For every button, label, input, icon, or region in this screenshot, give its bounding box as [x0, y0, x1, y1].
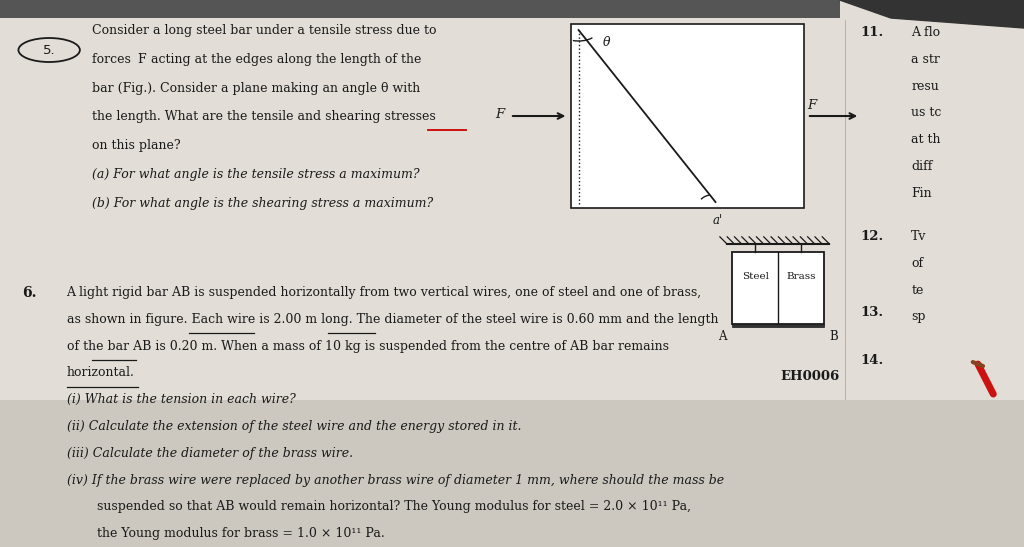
Text: us tc: us tc [911, 107, 942, 119]
Bar [732, 252, 824, 324]
Text: (i) What is the tension in each wire?: (i) What is the tension in each wire? [67, 393, 296, 406]
Text: acting at the edges along the length of the: acting at the edges along the length of … [147, 53, 422, 66]
Text: A flo: A flo [911, 26, 940, 39]
Text: Consider a long steel bar under a tensile stress due to: Consider a long steel bar under a tensil… [92, 24, 436, 37]
Text: EH0006: EH0006 [780, 370, 840, 383]
Text: at th: at th [911, 133, 941, 146]
Text: suspended so that AB would remain horizontal? The Young modulus for steel = 2.0 : suspended so that AB would remain horizo… [97, 501, 691, 514]
Bar [732, 324, 824, 327]
Text: the Young modulus for brass = 1.0 × 10¹¹ Pa.: the Young modulus for brass = 1.0 × 10¹¹… [97, 527, 385, 540]
Text: F: F [807, 99, 816, 112]
Text: of the bar AB is 0.20 m. When a mass of 10 kg is suspended from the centre of AB: of the bar AB is 0.20 m. When a mass of … [67, 340, 669, 353]
Text: Steel: Steel [741, 271, 769, 281]
Text: of: of [911, 257, 924, 270]
Text: forces: forces [92, 53, 135, 66]
Text: Tv: Tv [911, 230, 927, 243]
Text: resu: resu [911, 80, 939, 92]
Text: F̅: F̅ [137, 53, 145, 66]
Text: B: B [829, 330, 839, 343]
Text: 13.: 13. [860, 306, 884, 319]
Text: a': a' [713, 214, 723, 227]
Text: F: F [496, 108, 505, 120]
Text: on this plane?: on this plane? [92, 139, 181, 152]
Text: bar (Fig.). Consider a plane making an angle θ with: bar (Fig.). Consider a plane making an a… [92, 82, 421, 95]
Text: A: A [719, 330, 727, 343]
Text: horizontal.: horizontal. [67, 366, 134, 380]
FancyBboxPatch shape [0, 0, 1024, 400]
Text: te: te [911, 284, 924, 296]
Text: 12.: 12. [860, 230, 884, 243]
Text: (b) For what angle is the shearing stress a maximum?: (b) For what angle is the shearing stres… [92, 197, 433, 210]
Text: (iii) Calculate the diameter of the brass wire.: (iii) Calculate the diameter of the bras… [67, 447, 352, 460]
Polygon shape [840, 0, 1024, 28]
Text: 6.: 6. [23, 286, 37, 300]
Text: the length. What are the tensile and shearing stresses: the length. What are the tensile and she… [92, 110, 436, 124]
Text: Brass: Brass [786, 271, 816, 281]
Text: (ii) Calculate the extension of the steel wire and the energy stored in it.: (ii) Calculate the extension of the stee… [67, 420, 521, 433]
Text: A light rigid bar AB is suspended horizontally from two vertical wires, one of s: A light rigid bar AB is suspended horizo… [67, 286, 701, 299]
Text: sp: sp [911, 311, 926, 323]
Text: a: a [579, 5, 585, 18]
Text: Fin: Fin [911, 187, 932, 200]
Text: (iv) If the brass wire were replaced by another brass wire of diameter 1 mm, whe: (iv) If the brass wire were replaced by … [67, 474, 724, 487]
Bar [571, 24, 804, 208]
Text: (a) For what angle is the tensile stress a maximum?: (a) For what angle is the tensile stress… [92, 168, 420, 181]
Text: 14.: 14. [860, 354, 884, 367]
Text: as shown in figure. Each wire is 2.00 m long. The diameter of the steel wire is : as shown in figure. Each wire is 2.00 m … [67, 313, 718, 326]
Bar [0, 0, 840, 18]
Text: diff: diff [911, 160, 933, 173]
Text: 5.: 5. [43, 44, 55, 56]
Text: EH0005: EH0005 [733, 282, 793, 295]
Text: 11.: 11. [860, 26, 884, 39]
Text: a str: a str [911, 53, 940, 66]
Text: θ: θ [602, 36, 610, 49]
